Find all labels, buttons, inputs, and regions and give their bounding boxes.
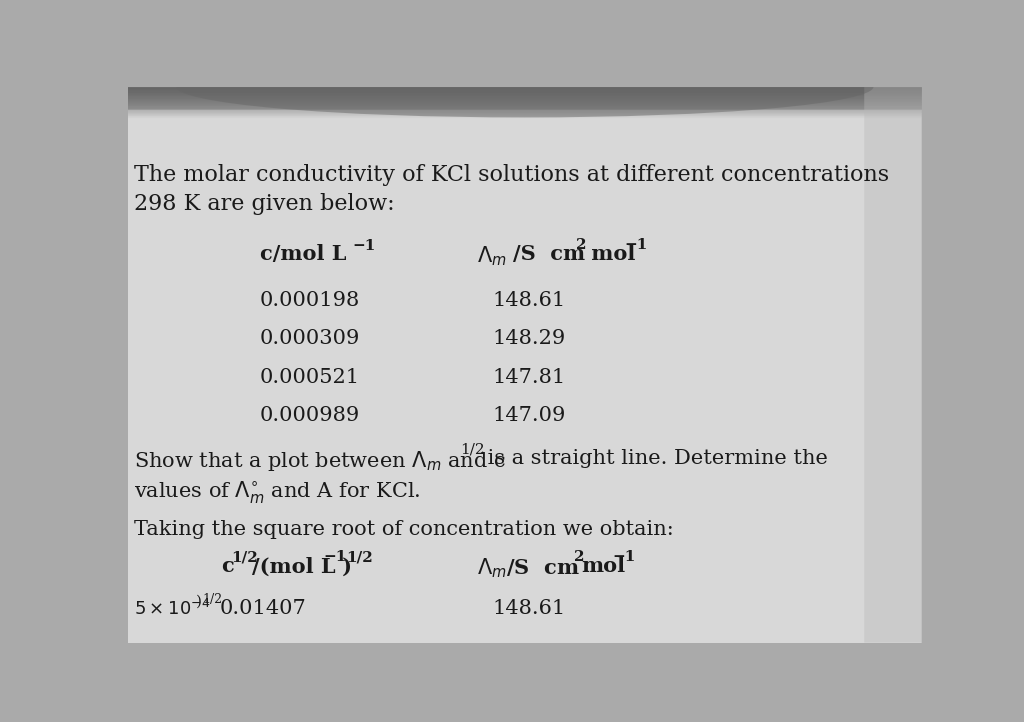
FancyBboxPatch shape [128, 110, 922, 112]
Text: $\Lambda_m$/S  cm: $\Lambda_m$/S cm [477, 557, 580, 580]
FancyBboxPatch shape [864, 87, 922, 643]
Text: $\Lambda_m$: $\Lambda_m$ [477, 245, 507, 268]
FancyBboxPatch shape [128, 89, 922, 90]
Text: 1/2: 1/2 [460, 443, 484, 456]
Text: Taking the square root of concentration we obtain:: Taking the square root of concentration … [134, 520, 674, 539]
FancyBboxPatch shape [128, 92, 922, 94]
Text: 2: 2 [573, 550, 584, 564]
FancyBboxPatch shape [128, 110, 922, 666]
Text: ): ) [335, 557, 352, 576]
Text: ): ) [197, 595, 202, 609]
Ellipse shape [176, 56, 873, 118]
FancyBboxPatch shape [128, 108, 922, 110]
FancyBboxPatch shape [128, 97, 922, 99]
FancyBboxPatch shape [128, 98, 922, 100]
Text: 147.81: 147.81 [493, 367, 565, 387]
FancyBboxPatch shape [128, 109, 922, 110]
Text: 148.61: 148.61 [493, 291, 565, 310]
FancyBboxPatch shape [128, 95, 922, 97]
FancyBboxPatch shape [128, 94, 922, 95]
FancyBboxPatch shape [128, 103, 922, 105]
FancyBboxPatch shape [128, 97, 922, 98]
Text: 148.29: 148.29 [493, 329, 565, 348]
FancyBboxPatch shape [128, 90, 922, 92]
Text: −1: −1 [625, 238, 648, 252]
Text: 2: 2 [575, 238, 587, 252]
FancyBboxPatch shape [128, 93, 922, 95]
Text: −1: −1 [352, 239, 376, 253]
Text: −1: −1 [324, 550, 347, 564]
FancyBboxPatch shape [128, 107, 922, 108]
FancyBboxPatch shape [128, 108, 922, 109]
Text: c/mol L: c/mol L [260, 245, 346, 264]
FancyBboxPatch shape [128, 87, 922, 88]
Text: is a straight line. Determine the: is a straight line. Determine the [480, 448, 827, 468]
FancyBboxPatch shape [128, 95, 922, 96]
Text: /(mol L: /(mol L [252, 557, 336, 576]
Text: 148.61: 148.61 [493, 599, 565, 618]
FancyBboxPatch shape [128, 105, 922, 107]
FancyBboxPatch shape [128, 96, 922, 97]
FancyBboxPatch shape [128, 88, 922, 90]
Text: 1/2: 1/2 [203, 593, 222, 606]
Text: mol: mol [582, 557, 626, 576]
FancyBboxPatch shape [128, 111, 922, 113]
FancyBboxPatch shape [128, 101, 922, 103]
Text: −1: −1 [612, 550, 636, 564]
Text: 298 K are given below:: 298 K are given below: [134, 193, 395, 215]
FancyBboxPatch shape [128, 87, 922, 89]
Text: mol: mol [584, 245, 635, 264]
FancyBboxPatch shape [128, 90, 922, 91]
FancyBboxPatch shape [128, 103, 922, 105]
FancyBboxPatch shape [128, 105, 922, 106]
FancyBboxPatch shape [128, 113, 922, 114]
FancyBboxPatch shape [128, 114, 922, 116]
FancyBboxPatch shape [128, 102, 922, 103]
Text: 1/2: 1/2 [231, 550, 258, 564]
Text: 0.000309: 0.000309 [260, 329, 360, 348]
FancyBboxPatch shape [128, 112, 922, 113]
FancyBboxPatch shape [128, 100, 922, 102]
FancyBboxPatch shape [128, 99, 922, 100]
Text: 147.09: 147.09 [493, 406, 565, 425]
FancyBboxPatch shape [128, 106, 922, 108]
Text: 0.000989: 0.000989 [260, 406, 360, 425]
Text: /S  cm: /S cm [513, 245, 586, 264]
Text: $5\times10^{-4}$: $5\times10^{-4}$ [134, 599, 211, 619]
FancyBboxPatch shape [128, 91, 922, 93]
Text: The molar conductivity of KCl solutions at different concentrations: The molar conductivity of KCl solutions … [134, 164, 889, 186]
Text: 0.01407: 0.01407 [219, 599, 306, 618]
Text: 0.000521: 0.000521 [260, 367, 359, 387]
Text: Show that a plot between $\Lambda_m$ and c: Show that a plot between $\Lambda_m$ and… [134, 448, 506, 472]
Text: values of $\Lambda^{\circ}_m$ and A for KCl.: values of $\Lambda^{\circ}_m$ and A for … [134, 479, 421, 505]
Text: 0.000198: 0.000198 [260, 291, 360, 310]
Text: 1/2: 1/2 [346, 550, 374, 564]
FancyBboxPatch shape [128, 110, 922, 111]
Text: c: c [221, 557, 233, 576]
FancyBboxPatch shape [128, 100, 922, 101]
FancyBboxPatch shape [128, 113, 922, 115]
